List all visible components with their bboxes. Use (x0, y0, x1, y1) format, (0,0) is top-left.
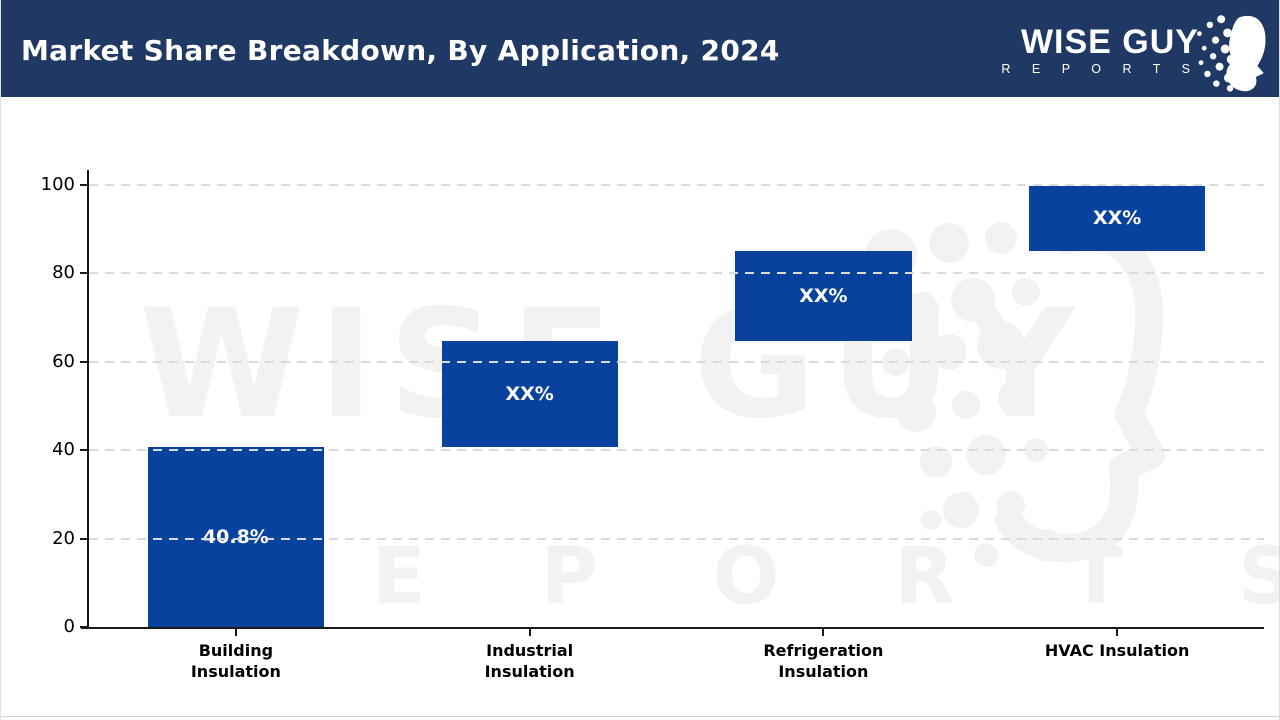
gridline-80 (89, 272, 1264, 275)
gridline-100 (89, 184, 1264, 187)
x-category-label-0: Building Insulation (190, 641, 281, 681)
bar-refrigeration-insulation: XX% (735, 250, 912, 342)
x-tick-0 (234, 629, 237, 636)
logo-wordmark: WISE GUY (1020, 23, 1199, 61)
x-category-label-3: HVAC Insulation (1044, 641, 1190, 660)
x-category-label-1: Industrial Insulation (484, 641, 575, 681)
y-tick-label-80: 80 (52, 262, 75, 284)
bar-value-label: XX% (799, 284, 848, 307)
y-axis-line (87, 170, 89, 629)
gridline-40 (89, 449, 1264, 452)
y-tick-label-40: 40 (52, 439, 75, 461)
bar-value-label: XX% (505, 382, 554, 405)
y-tick-60 (80, 360, 87, 363)
bar-value-label: 40.8% (202, 525, 269, 548)
wise-guy-logo: WISE GUY R E P O R T S (1001, 6, 1266, 94)
frame-bottom-line (1, 716, 1279, 717)
y-tick-40 (80, 449, 87, 452)
gridline-60 (89, 360, 1264, 363)
bar-value-label: XX% (1092, 207, 1142, 230)
y-tick-20 (80, 537, 87, 540)
y-tick-80 (80, 272, 87, 275)
logo-subtitle: R E P O R T S (1001, 62, 1199, 76)
x-tick-2 (822, 629, 825, 636)
y-tick-label-20: 20 (52, 527, 75, 549)
y-tick-100 (80, 184, 87, 187)
gridline-20 (89, 537, 1264, 540)
x-axis-line (81, 627, 1264, 629)
y-tick-label-100: 100 (40, 174, 75, 196)
x-tick-1 (528, 629, 531, 636)
x-tick-3 (1116, 629, 1119, 636)
bar-industrial-insulation: XX% (441, 341, 618, 447)
logo-text: WISE GUY R E P O R T S (1001, 24, 1199, 76)
bar-building-insulation: 40.8% (147, 446, 324, 627)
page-title: Market Share Breakdown, By Application, … (21, 34, 780, 67)
header-bar: Market Share Breakdown, By Application, … (1, 0, 1279, 97)
y-tick-0 (80, 626, 87, 628)
bar-hvac-insulation: XX% (1029, 185, 1206, 251)
y-tick-label-60: 60 (52, 350, 75, 372)
x-category-label-2: Refrigeration Insulation (763, 641, 884, 681)
face-dots-logo-icon (1197, 15, 1266, 92)
plot-area: 0 20 40 60 80 100 40.8% Building Insulation XX% I… (41, 170, 1264, 681)
y-tick-label-0: 0 (63, 616, 75, 637)
